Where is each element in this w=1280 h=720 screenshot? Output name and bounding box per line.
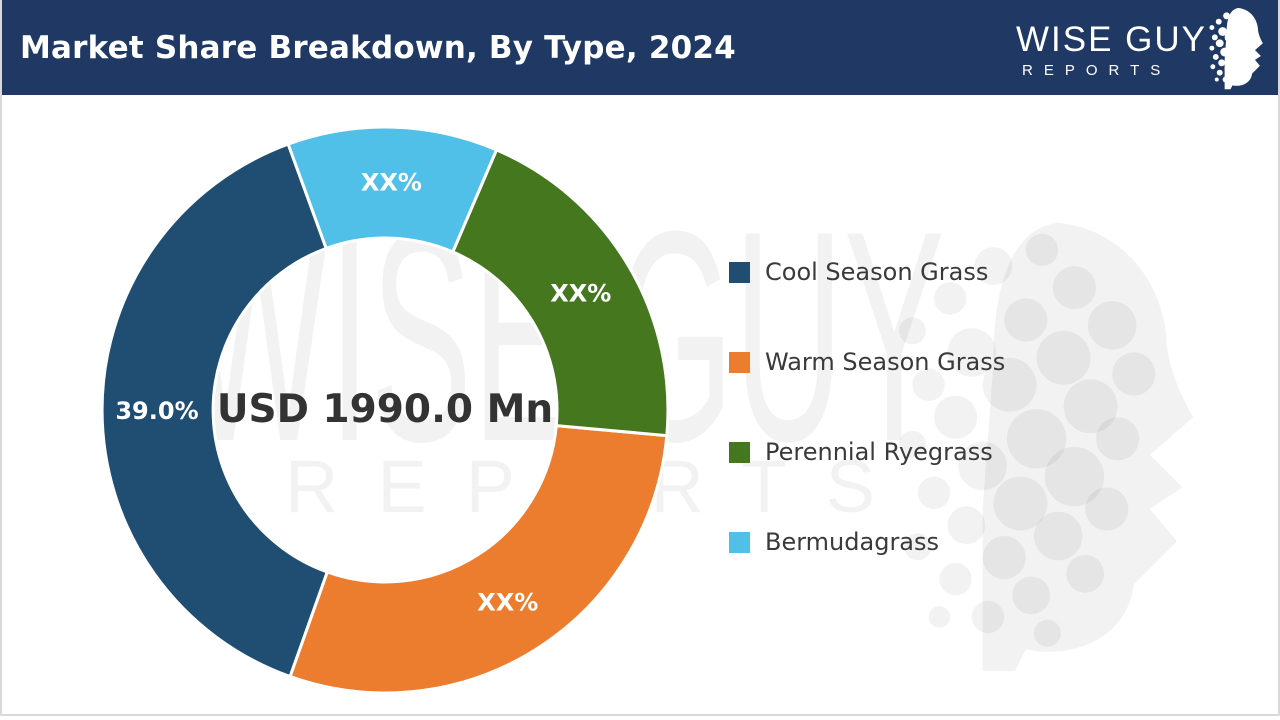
donut-segment-label-3: XX%	[361, 169, 422, 197]
legend-label: Perennial Ryegrass	[765, 438, 993, 466]
legend-item-perennial-ryegrass: Perennial Ryegrass	[729, 438, 1005, 466]
legend-item-cool-season-grass: Cool Season Grass	[729, 258, 1005, 286]
donut-segment-2	[451, 148, 670, 438]
header-bar: Market Share Breakdown, By Type, 2024 WI…	[0, 0, 1280, 95]
donut-segment-3	[286, 125, 498, 254]
donut-segment-1	[288, 424, 669, 695]
legend-swatch-icon	[729, 351, 750, 373]
logo-reports-text: REPORTS	[1022, 62, 1171, 79]
legend-label: Cool Season Grass	[765, 258, 989, 286]
donut-segment-label-2: XX%	[550, 280, 611, 308]
legend-item-bermudagrass: Bermudagrass	[729, 528, 1005, 556]
logo-face-icon	[1209, 7, 1263, 90]
donut-segment-label-0: 39.0%	[115, 397, 198, 425]
logo-wordmark: WISE GUY	[1016, 20, 1207, 59]
wiseguy-logo: WISE GUY REPORTS	[1016, 7, 1263, 90]
legend-swatch-icon	[729, 441, 750, 463]
donut-segment-0	[100, 142, 329, 679]
donut-center-value: USD 1990.0 Mn	[216, 386, 554, 432]
legend-swatch-icon	[729, 261, 750, 283]
legend-label: Bermudagrass	[765, 528, 940, 556]
page-title: Market Share Breakdown, By Type, 2024	[20, 29, 736, 66]
donut-segment-label-1: XX%	[477, 589, 538, 617]
legend-label: Warm Season Grass	[765, 348, 1006, 376]
chart-legend: Cool Season Grass Warm Season Grass Pere…	[729, 258, 1006, 620]
legend-item-warm-season-grass: Warm Season Grass	[729, 348, 1006, 376]
legend-swatch-icon	[729, 531, 750, 553]
